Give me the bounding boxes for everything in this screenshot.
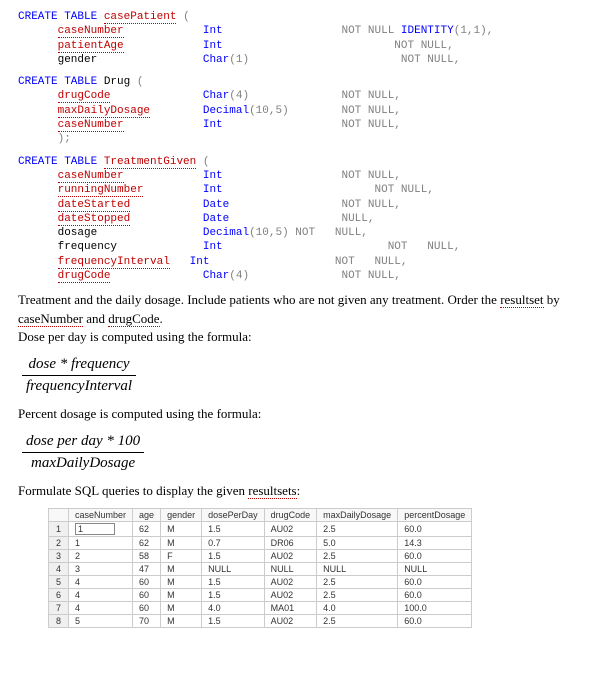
table-cell: 70	[133, 615, 161, 628]
col-percentDosage: percentDosage	[398, 509, 472, 522]
table-cell: 47	[133, 563, 161, 576]
table-cell: 2.5	[317, 550, 398, 563]
table-cell: 1	[69, 537, 133, 550]
table-cell: AU02	[264, 522, 317, 537]
sql-table3: CREATE TABLE TreatmentGiven ( caseNumber…	[18, 155, 578, 284]
table-cell: M	[161, 589, 202, 602]
table-cell: 3	[49, 550, 69, 563]
table-cell: 4	[49, 563, 69, 576]
table-cell: 2.5	[317, 576, 398, 589]
table-cell: 62	[133, 522, 161, 537]
table-row: 4347MNULLNULLNULLNULL	[49, 563, 472, 576]
table-cell: 1	[49, 522, 69, 537]
table-cell: 4.0	[202, 602, 265, 615]
table-cell: 60.0	[398, 522, 472, 537]
table-cell: M	[161, 615, 202, 628]
table-cell: 4	[69, 589, 133, 602]
table-cell: AU02	[264, 550, 317, 563]
create-kw: CREATE TABLE	[18, 11, 97, 23]
table-row: 1162M1.5AU022.560.0	[49, 522, 472, 537]
table-cell: M	[161, 602, 202, 615]
table-cell: DR06	[264, 537, 317, 550]
table-cell: 7	[49, 602, 69, 615]
table-cell: F	[161, 550, 202, 563]
table-cell: 5	[49, 576, 69, 589]
col-rownum	[49, 509, 69, 522]
col-gender: gender	[161, 509, 202, 522]
table-cell: 2	[49, 537, 69, 550]
table-row: 2162M0.7DR065.014.3	[49, 537, 472, 550]
table-cell: AU02	[264, 576, 317, 589]
table-cell: 62	[133, 537, 161, 550]
table-cell: 8	[49, 615, 69, 628]
table-cell: 60.0	[398, 550, 472, 563]
table-cell: 4	[69, 602, 133, 615]
table-cell: 5	[69, 615, 133, 628]
table-row: 3258F1.5AU022.560.0	[49, 550, 472, 563]
table-cell: 60	[133, 589, 161, 602]
table-cell: 100.0	[398, 602, 472, 615]
table-cell: 5.0	[317, 537, 398, 550]
col-caseNumber: caseNumber	[69, 509, 133, 522]
table-cell: M	[161, 576, 202, 589]
table-cell: 60.0	[398, 615, 472, 628]
table-cell: 1.5	[202, 522, 265, 537]
paragraph-4: Formulate SQL queries to display the giv…	[18, 482, 578, 500]
result-table-wrap: caseNumber age gender dosePerDay drugCod…	[48, 508, 578, 628]
table-cell: 1.5	[202, 589, 265, 602]
table-cell: MA01	[264, 602, 317, 615]
table-cell: 2.5	[317, 589, 398, 602]
table-cell: 4	[69, 576, 133, 589]
table-cell: 60.0	[398, 576, 472, 589]
table-cell: NULL	[264, 563, 317, 576]
sql-table2: CREATE TABLE Drug ( drugCode Char(4) NOT…	[18, 75, 578, 146]
table-name: casePatient	[104, 11, 177, 24]
table-cell: 1.5	[202, 576, 265, 589]
table-row: 5460M1.5AU022.560.0	[49, 576, 472, 589]
table-cell: M	[161, 522, 202, 537]
table-cell: 3	[69, 563, 133, 576]
table-cell: AU02	[264, 615, 317, 628]
table-cell: 1	[69, 522, 133, 537]
result-table: caseNumber age gender dosePerDay drugCod…	[48, 508, 472, 628]
table-cell: 2.5	[317, 615, 398, 628]
table-cell: 1.5	[202, 615, 265, 628]
table-row: 7460M4.0MA014.0100.0	[49, 602, 472, 615]
table-cell: 60	[133, 576, 161, 589]
formula-2: dose per day * 100 maxDailyDosage	[22, 433, 578, 472]
table-cell: 4.0	[317, 602, 398, 615]
table-cell: 2	[69, 550, 133, 563]
table-cell: 2.5	[317, 522, 398, 537]
table-cell: M	[161, 563, 202, 576]
table-cell: 0.7	[202, 537, 265, 550]
table-cell: 6	[49, 589, 69, 602]
table-row: 6460M1.5AU022.560.0	[49, 589, 472, 602]
table-cell: AU02	[264, 589, 317, 602]
col-dosePerDay: dosePerDay	[202, 509, 265, 522]
table-cell: NULL	[202, 563, 265, 576]
table-header-row: caseNumber age gender dosePerDay drugCod…	[49, 509, 472, 522]
table-cell: M	[161, 537, 202, 550]
table-row: 8570M1.5AU022.560.0	[49, 615, 472, 628]
col-maxDailyDosage: maxDailyDosage	[317, 509, 398, 522]
paragraph-1: Treatment and the daily dosage. Include …	[18, 291, 578, 346]
table-cell: NULL	[317, 563, 398, 576]
table-cell: 58	[133, 550, 161, 563]
col-age: age	[133, 509, 161, 522]
paragraph-3: Percent dosage is computed using the for…	[18, 405, 578, 423]
table-cell: 60	[133, 602, 161, 615]
sql-table1: CREATE TABLE casePatient ( caseNumber In…	[18, 10, 578, 67]
table-cell: 1.5	[202, 550, 265, 563]
formula-1: dose * frequency frequencyInterval	[22, 356, 578, 395]
table-cell: 14.3	[398, 537, 472, 550]
col-drugCode: drugCode	[264, 509, 317, 522]
table-cell: 60.0	[398, 589, 472, 602]
table-cell: NULL	[398, 563, 472, 576]
